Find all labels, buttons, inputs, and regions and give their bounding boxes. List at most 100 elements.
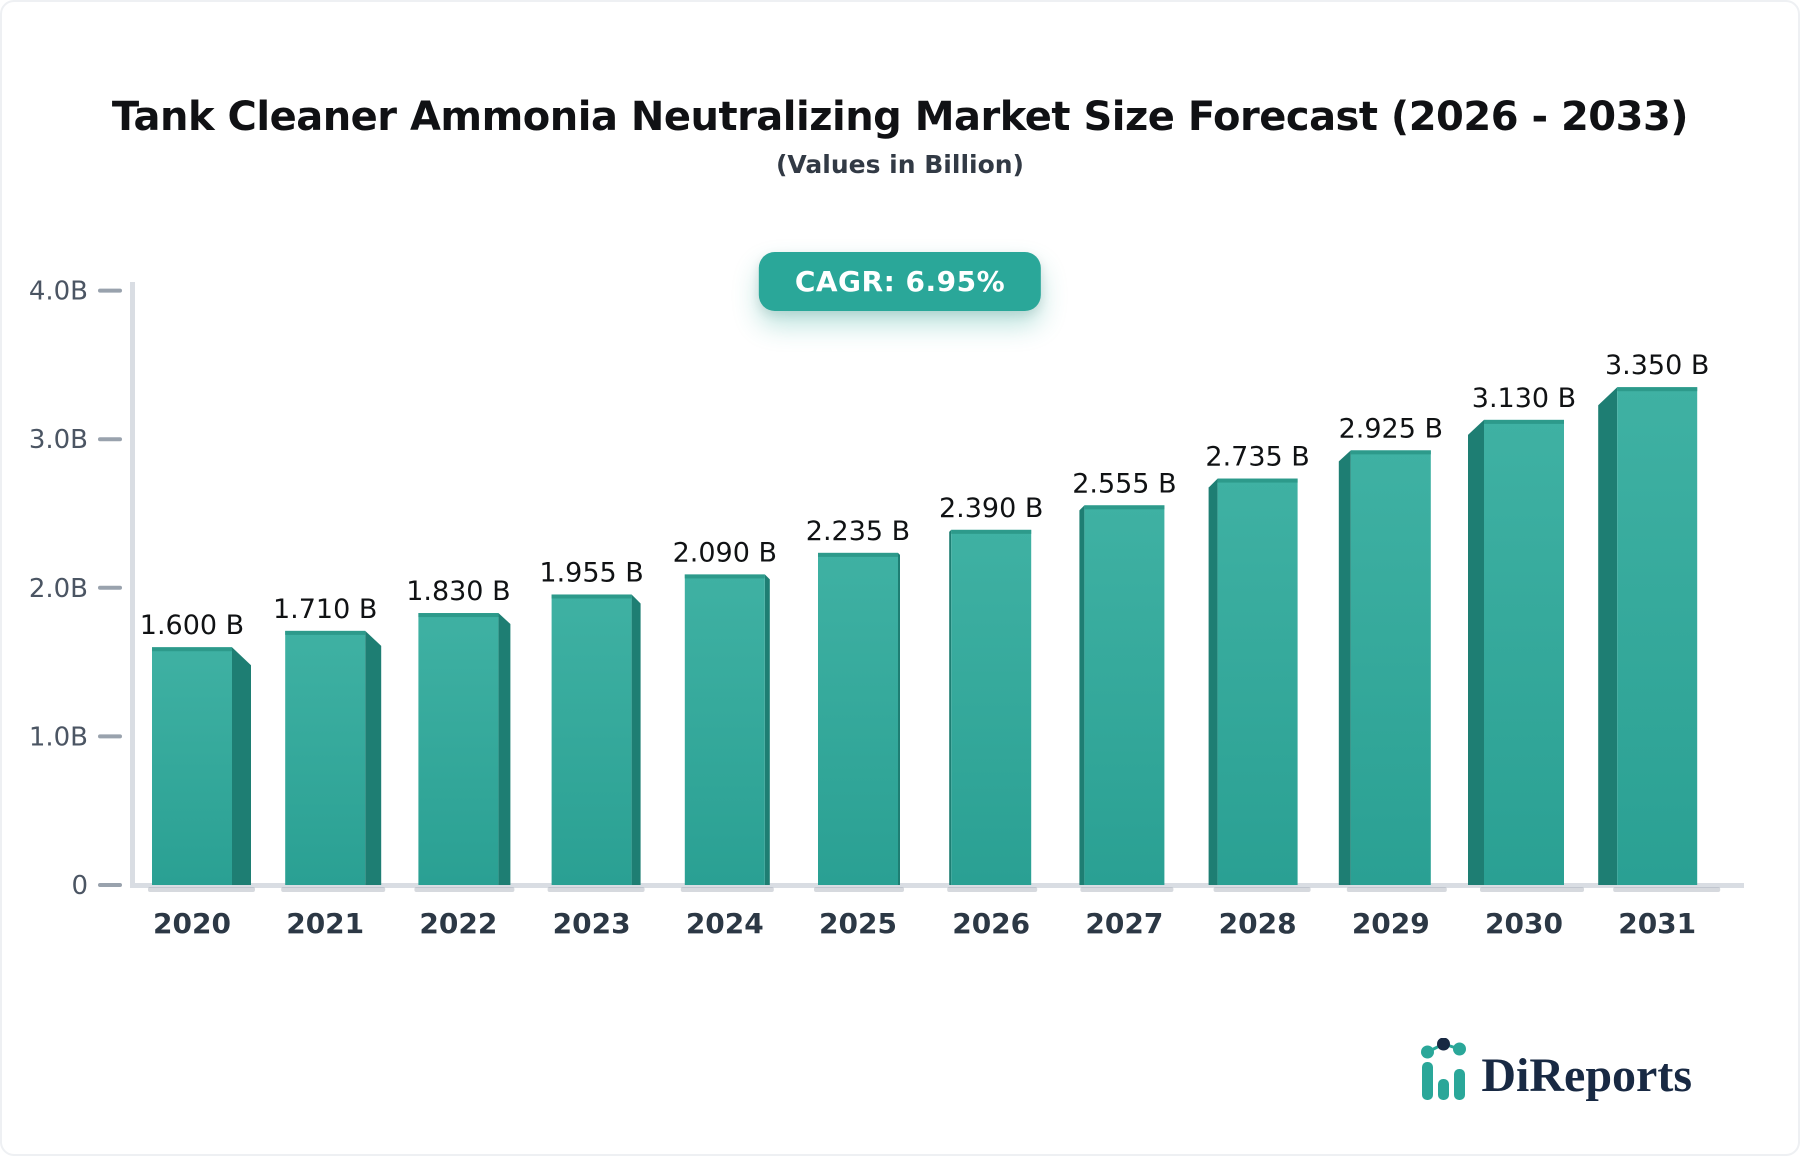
x-axis-label: 2022 (419, 907, 497, 940)
bar-shadow (1213, 887, 1311, 892)
bar-side-face (232, 647, 251, 885)
y-axis-tick (98, 585, 122, 590)
bar-value-label: 2.390 B (939, 493, 1043, 524)
bar-side-face (1468, 419, 1484, 885)
bar-shadow (1613, 887, 1721, 892)
bar-group-2029: 2.925 B 2029 (1339, 413, 1447, 940)
bar-value-label: 2.235 B (806, 516, 910, 547)
bar-shadow (947, 887, 1038, 892)
x-axis-label: 2023 (553, 907, 631, 940)
bar-top-edge (1084, 505, 1165, 510)
x-axis-label: 2020 (153, 907, 231, 940)
y-axis-tick-label: 1.0B (29, 722, 88, 752)
bar-top-edge (684, 574, 765, 579)
y-axis-tick-label: 4.0B (29, 277, 88, 307)
bar-top-edge (1350, 450, 1431, 455)
bar-top-edge (1217, 478, 1298, 483)
logo: DiReports (1419, 1038, 1692, 1100)
y-axis-tick (98, 883, 122, 887)
x-axis-label: 2027 (1085, 907, 1163, 940)
chart-title: Tank Cleaner Ammonia Neutralizing Market… (111, 94, 1689, 140)
x-axis-label: 2030 (1485, 907, 1563, 940)
cagr-badge: CAGR: 6.95% (758, 252, 1042, 311)
bar-top-edge (551, 594, 632, 599)
bar-side-face (1338, 450, 1351, 885)
bar-shadow (281, 887, 386, 892)
bar (684, 574, 765, 885)
bar-shadow (547, 887, 645, 892)
bar-group-2025: 2.235 B 2025 (806, 516, 910, 940)
bar (551, 594, 632, 885)
bar-top-edge (1617, 387, 1698, 392)
bar-group-2031: 3.350 B 2031 (1598, 350, 1721, 940)
bar-group-2023: 1.955 B 2023 (539, 557, 645, 940)
bar-shadow (1080, 887, 1174, 892)
bar-shadow (814, 887, 904, 892)
bar-group-2026: 2.390 B 2026 (939, 493, 1043, 940)
bar-side-face (365, 630, 382, 885)
bar-group-2020: 1.600 B 2020 (140, 610, 255, 940)
bar (951, 529, 1032, 885)
bar-shadow (1480, 887, 1584, 892)
y-axis-tick-label: 3.0B (29, 425, 88, 455)
x-axis-label: 2026 (952, 907, 1030, 940)
bar-group-2028: 2.735 B 2028 (1205, 442, 1311, 940)
bar (418, 613, 499, 885)
bar-group-2021: 1.710 B 2021 (273, 594, 386, 940)
bar (1484, 419, 1564, 885)
bar-shadow (1346, 887, 1447, 892)
bar-side-face (498, 613, 511, 885)
chart-subtitle: (Values in Billion) (776, 150, 1024, 179)
bar (818, 552, 898, 885)
bar-side-face (1079, 505, 1085, 885)
bar-shadow (680, 887, 774, 892)
bar (1617, 387, 1698, 885)
bar (1217, 478, 1298, 885)
bar-shadow (148, 887, 255, 892)
bar-side-face (1598, 387, 1618, 885)
x-axis-label: 2024 (686, 907, 764, 940)
bar (1350, 450, 1431, 885)
y-axis-tick (98, 437, 122, 442)
bar (285, 630, 366, 885)
bar-group-2027: 2.555 B 2027 (1072, 468, 1176, 940)
bar-shadow (414, 887, 515, 892)
bar (1084, 505, 1165, 885)
y-axis-line (130, 282, 135, 888)
bar-side-face (764, 574, 770, 885)
bar-value-label: 3.350 B (1605, 350, 1709, 381)
bar-top-edge (1484, 419, 1564, 424)
y-axis-tick (98, 734, 122, 739)
bar-value-label: 1.955 B (539, 557, 643, 588)
bar-value-label: 2.925 B (1339, 413, 1443, 444)
bar-top-edge (818, 552, 898, 557)
mini-bar-chart-icon (1421, 1038, 1467, 1100)
bar-top-edge (418, 613, 499, 618)
x-axis-label: 2021 (286, 907, 364, 940)
bar-group-2024: 2.090 B 2024 (673, 537, 777, 940)
y-axis-tick-label: 0 (71, 871, 88, 901)
bar-value-label: 1.830 B (406, 576, 510, 607)
y-axis-tick (98, 288, 122, 293)
bar-top-edge (285, 630, 366, 635)
x-axis-label: 2025 (819, 907, 897, 940)
x-axis-label: 2031 (1618, 907, 1696, 940)
bar-side-face (631, 594, 641, 885)
bar (152, 647, 232, 885)
x-axis-label: 2029 (1352, 907, 1430, 940)
bar-top-edge (951, 529, 1032, 534)
bar-group-2030: 3.130 B 2030 (1468, 383, 1584, 940)
x-axis-line (130, 883, 1744, 888)
bar-top-edge (152, 647, 232, 652)
y-axis-tick-label: 2.0B (29, 574, 88, 604)
bar-value-label: 1.710 B (273, 594, 377, 625)
bar-side-face (898, 552, 900, 885)
bar-group-2022: 1.830 B 2022 (406, 576, 515, 940)
bar-value-label: 2.090 B (673, 537, 777, 568)
logo-brand-text: DiReports (1481, 1049, 1692, 1102)
bar-value-label: 2.555 B (1072, 468, 1176, 499)
bar-side-face (949, 529, 952, 885)
bar-value-label: 3.130 B (1472, 383, 1576, 414)
